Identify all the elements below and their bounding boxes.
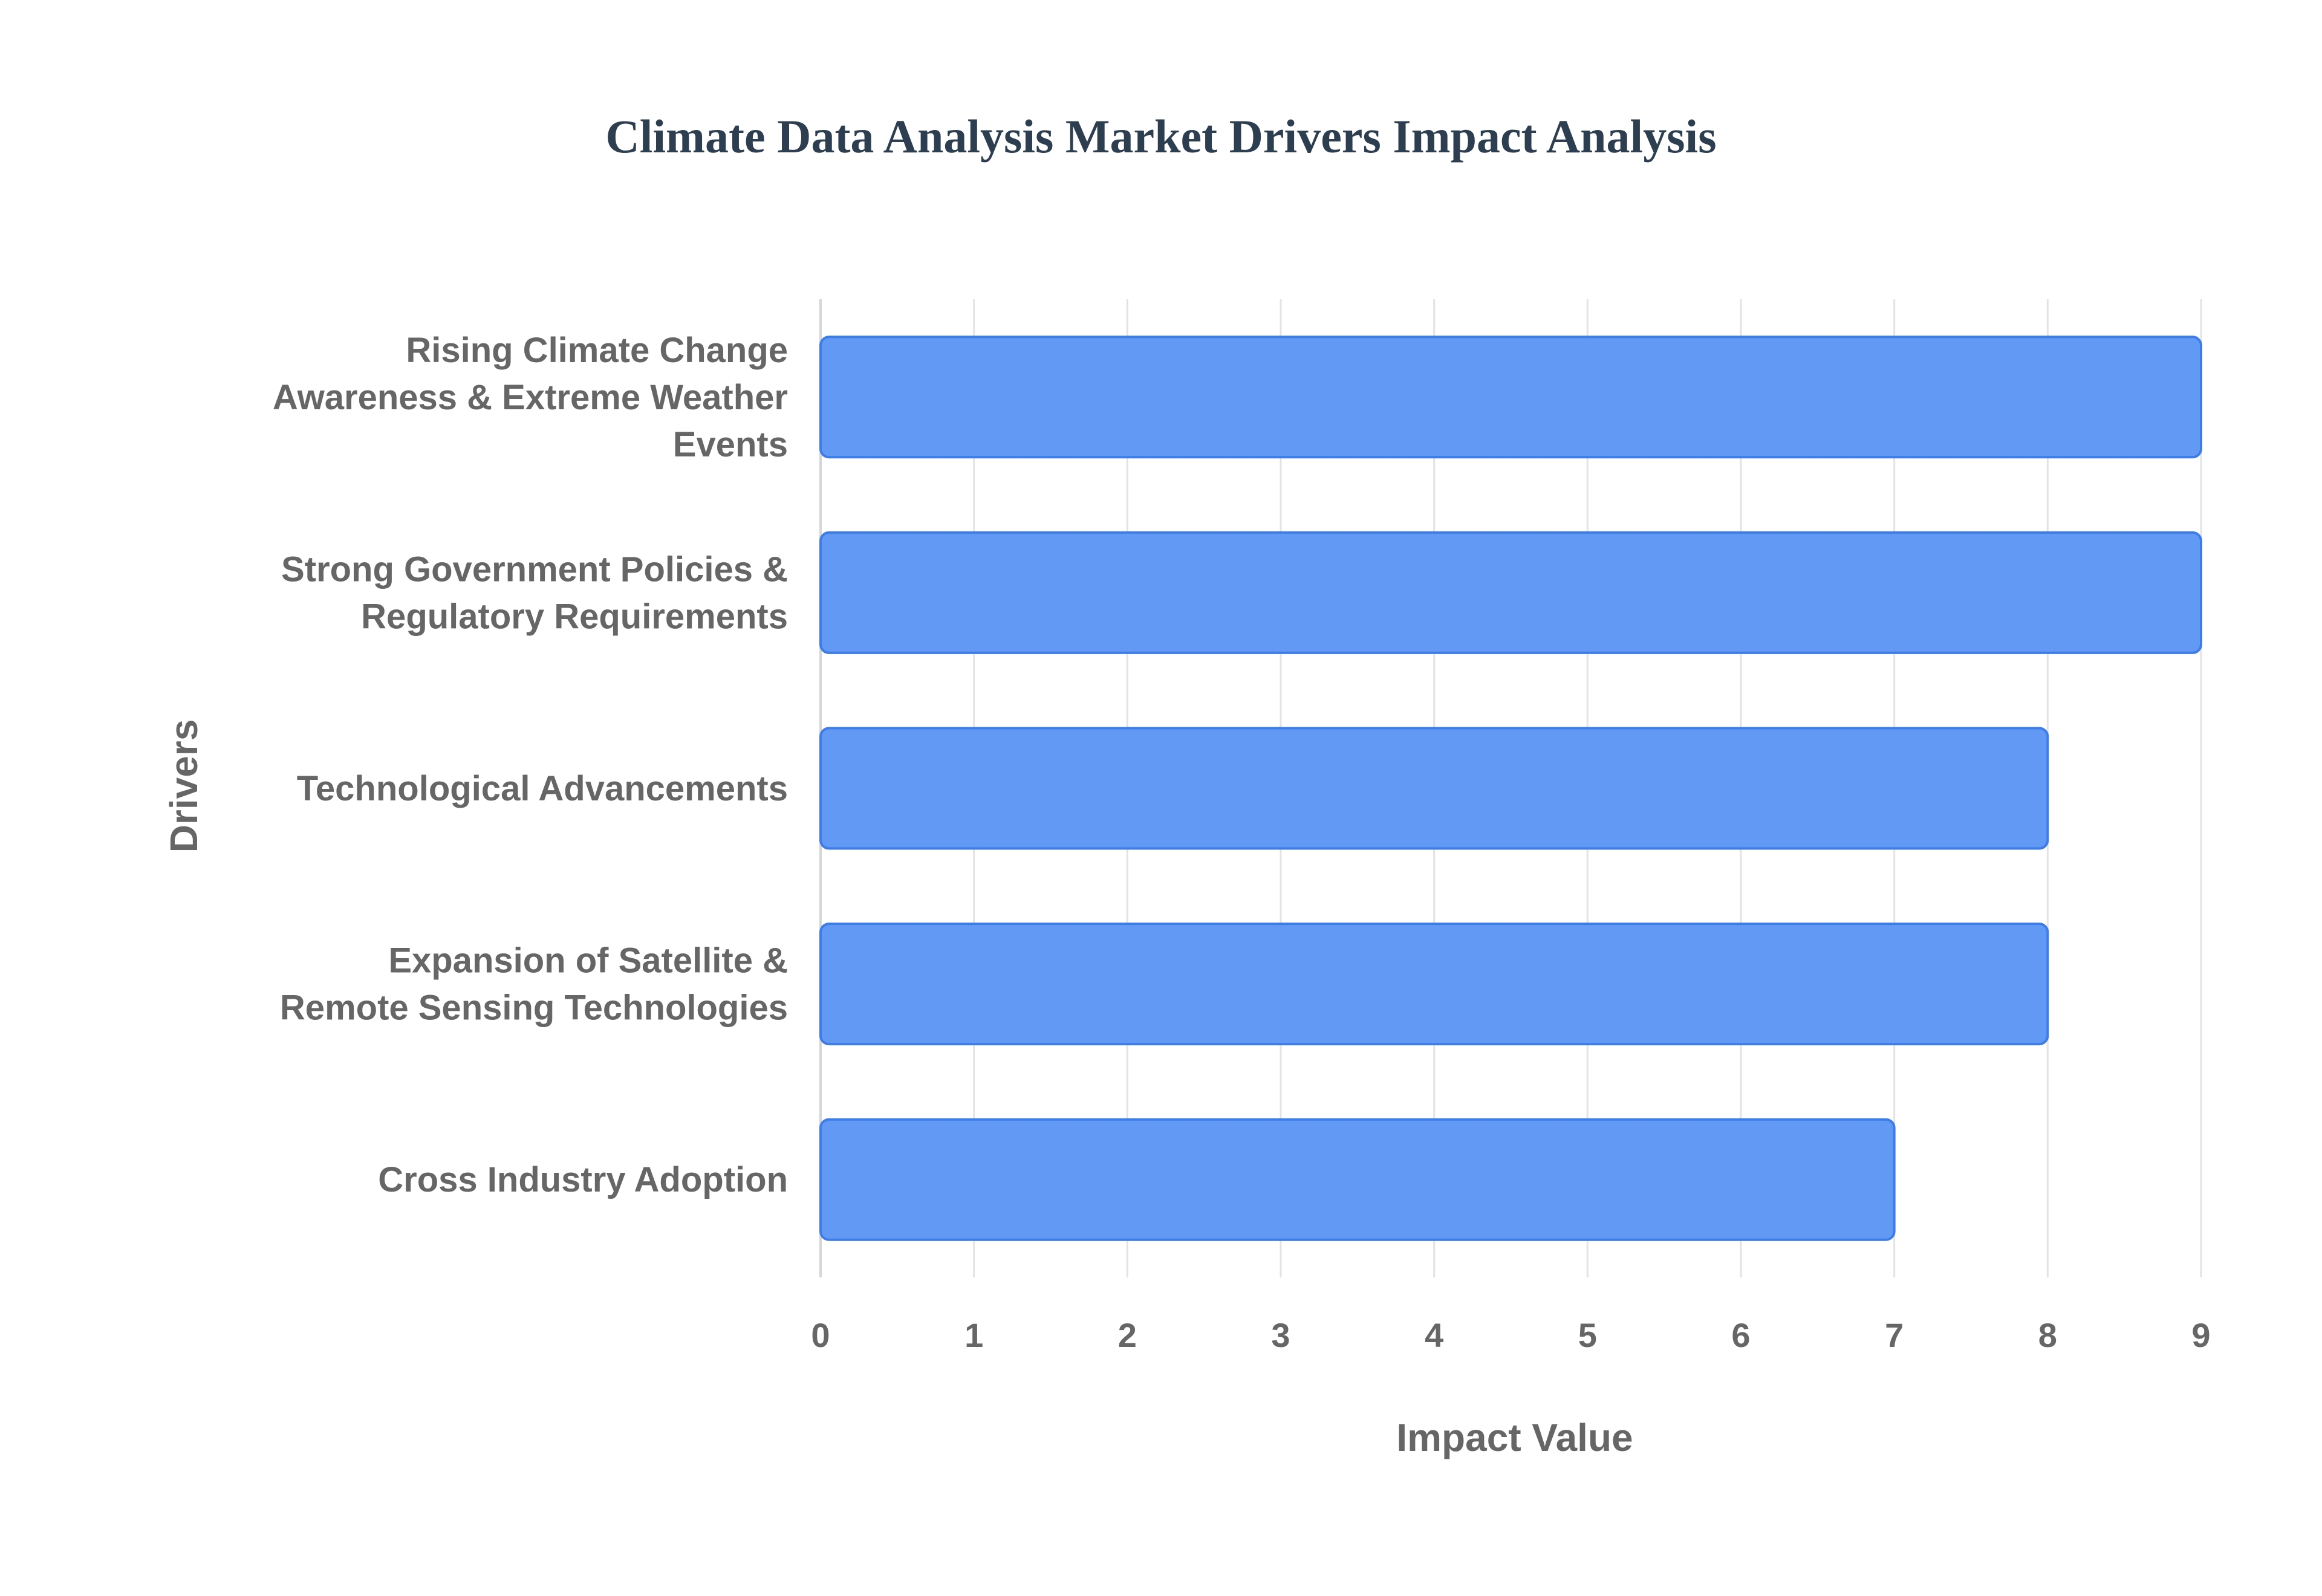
category-label-line: Events: [673, 425, 788, 464]
x-tick-label: 1: [964, 1316, 983, 1354]
category-label: Rising Climate Change Awareness & Extreme…: [273, 331, 788, 464]
category-label-line: Expansion of Satellite &: [388, 941, 788, 981]
chart-title: Climate Data Analysis Market Drivers Imp…: [605, 110, 1716, 163]
x-tick-labels: 0 1 2 3 4 5 6 7 8 9: [811, 1316, 2210, 1354]
category-labels: Rising Climate Change Awareness & Extreme…: [273, 331, 788, 1199]
bars: [819, 336, 2202, 1241]
category-label-line: Strong Government Policies &: [281, 550, 788, 589]
category-label: Strong Government Policies & Regulatory R…: [281, 550, 788, 636]
x-tick-label: 2: [1118, 1316, 1137, 1354]
category-label-line: Technological Advancements: [297, 769, 788, 808]
bar: [819, 923, 2049, 1046]
category-label: Expansion of Satellite & Remote Sensing T…: [280, 941, 788, 1028]
x-axis-title: Impact Value: [1396, 1416, 1633, 1459]
x-tick-label: 8: [2038, 1316, 2057, 1354]
bar: [819, 1118, 1896, 1241]
x-tick-label: 3: [1271, 1316, 1290, 1354]
x-tick-label: 6: [1731, 1316, 1750, 1354]
y-axis-title: Drivers: [162, 719, 206, 853]
x-tick-label: 4: [1425, 1316, 1443, 1354]
bar: [819, 531, 2202, 654]
x-tick-label: 9: [2191, 1316, 2210, 1354]
x-tick-label: 0: [811, 1316, 830, 1354]
category-label: Cross Industry Adoption: [378, 1160, 788, 1199]
category-label-line: Remote Sensing Technologies: [280, 988, 788, 1028]
category-label-line: Regulatory Requirements: [361, 597, 788, 636]
category-label-line: Rising Climate Change: [406, 331, 788, 370]
bar: [819, 336, 2202, 459]
bar: [819, 727, 2049, 850]
x-tick-label: 7: [1885, 1316, 1904, 1354]
category-label: Technological Advancements: [297, 769, 788, 808]
category-label-line: Awareness & Extreme Weather: [273, 378, 788, 417]
category-label-line: Cross Industry Adoption: [378, 1160, 788, 1199]
x-tick-label: 5: [1578, 1316, 1597, 1354]
